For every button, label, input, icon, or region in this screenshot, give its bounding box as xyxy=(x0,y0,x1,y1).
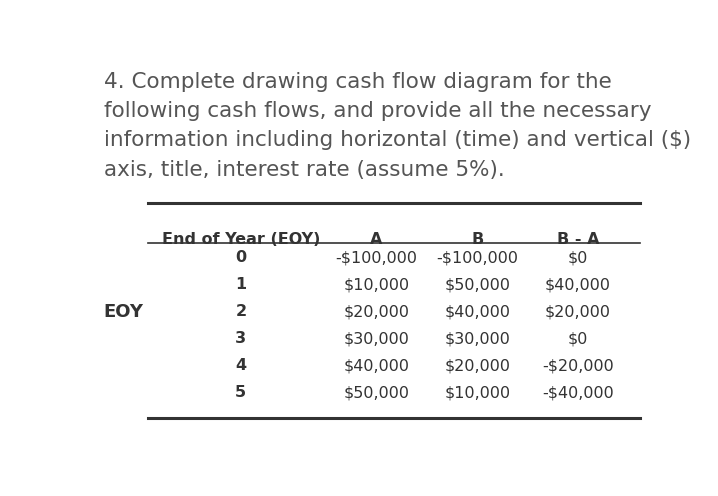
Text: $0: $0 xyxy=(568,250,588,265)
Text: -$100,000: -$100,000 xyxy=(335,250,417,265)
Text: 4: 4 xyxy=(236,358,246,373)
Text: $50,000: $50,000 xyxy=(343,385,409,400)
Text: $40,000: $40,000 xyxy=(343,358,409,373)
Text: -$100,000: -$100,000 xyxy=(437,250,518,265)
Text: A: A xyxy=(370,232,383,247)
Text: 3: 3 xyxy=(236,331,246,346)
Text: $20,000: $20,000 xyxy=(545,305,611,319)
Text: EOY: EOY xyxy=(103,304,144,321)
Text: axis, title, interest rate (assume 5%).: axis, title, interest rate (assume 5%). xyxy=(103,160,505,180)
Text: $40,000: $40,000 xyxy=(545,277,611,293)
Text: $20,000: $20,000 xyxy=(343,305,409,319)
Text: $30,000: $30,000 xyxy=(343,331,409,346)
Text: 0: 0 xyxy=(236,250,246,265)
Text: following cash flows, and provide all the necessary: following cash flows, and provide all th… xyxy=(103,101,651,121)
Text: 2: 2 xyxy=(236,305,246,319)
Text: 1: 1 xyxy=(236,277,246,293)
Text: -$40,000: -$40,000 xyxy=(542,385,614,400)
Text: $0: $0 xyxy=(568,331,588,346)
Text: $50,000: $50,000 xyxy=(444,277,510,293)
Text: End of Year (EOY): End of Year (EOY) xyxy=(162,232,320,247)
Text: $10,000: $10,000 xyxy=(444,385,510,400)
Text: 5: 5 xyxy=(236,385,246,400)
Text: $30,000: $30,000 xyxy=(444,331,510,346)
Text: $40,000: $40,000 xyxy=(444,305,510,319)
Text: $20,000: $20,000 xyxy=(444,358,510,373)
Text: -$20,000: -$20,000 xyxy=(542,358,614,373)
Text: information including horizontal (time) and vertical ($): information including horizontal (time) … xyxy=(103,130,691,150)
Text: B: B xyxy=(471,232,483,247)
Text: 4. Complete drawing cash flow diagram for the: 4. Complete drawing cash flow diagram fo… xyxy=(103,72,612,92)
Text: $10,000: $10,000 xyxy=(343,277,409,293)
Text: B - A: B - A xyxy=(556,232,600,247)
